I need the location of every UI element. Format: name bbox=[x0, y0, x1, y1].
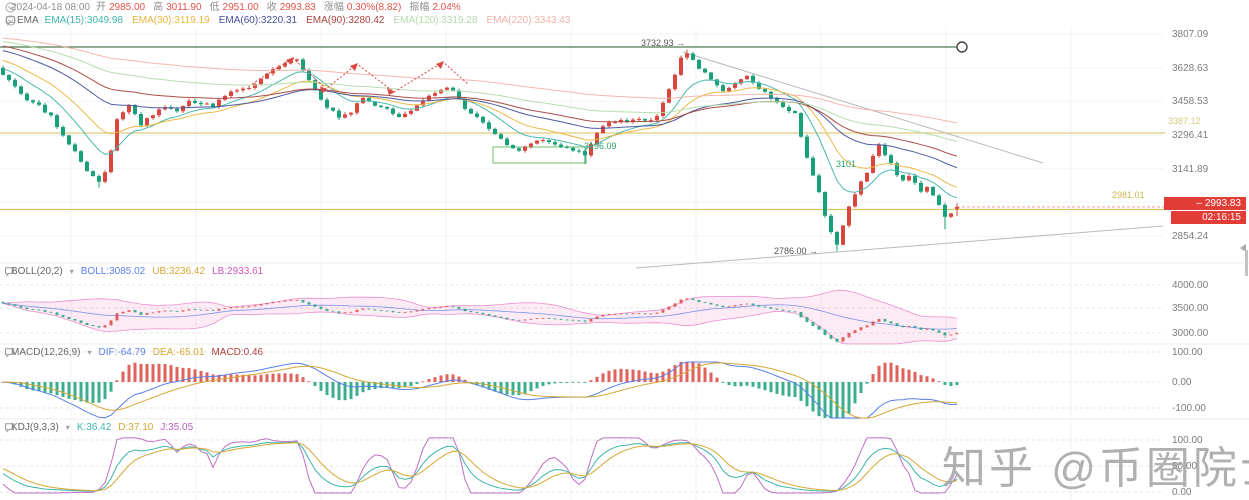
indicator-title[interactable]: KDJ(9,3,3) bbox=[11, 422, 59, 433]
ema-value: EMA(220):3343.43 bbox=[486, 15, 571, 26]
y-axis-label: 3000.00 bbox=[1172, 328, 1209, 339]
y-axis-label: 3296.41 bbox=[1172, 130, 1209, 142]
y-axis-label: 4000.00 bbox=[1172, 280, 1209, 291]
ohlc-field: 高 3011.90 bbox=[153, 2, 201, 14]
ohlc-field: 涨幅 0.30%(8.82) bbox=[324, 2, 401, 14]
field-value: 2951.00 bbox=[222, 2, 259, 13]
field-label: 振幅 bbox=[409, 2, 430, 13]
ema-header-row: EMA EMA(15):3049.98 EMA(30):3119.19 EMA(60… bbox=[5, 15, 570, 27]
y-axis-label: 3500.00 bbox=[1172, 303, 1209, 314]
indicator-value: K:36.42 bbox=[76, 422, 112, 433]
panel-collapse-arrow-icon[interactable] bbox=[1240, 244, 1246, 252]
field-value: 3011.90 bbox=[166, 2, 202, 13]
field-label: 低 bbox=[209, 2, 220, 13]
scrollbar-handle[interactable] bbox=[1245, 250, 1248, 276]
y-axis-label: 0.00 bbox=[1172, 377, 1192, 388]
indicator-title[interactable]: BOLL(20,2) bbox=[11, 266, 63, 277]
ohlc-field: 收 2993.83 bbox=[267, 2, 316, 14]
yellow-ray1-label: 3387.12 bbox=[1168, 116, 1201, 126]
field-value: 2993.83 bbox=[279, 2, 316, 13]
macd-header-row[interactable]: MACD(12,26,9) ▾ DIF:-64.79 DEA:-65.01 MACD:0… bbox=[4, 347, 263, 359]
swing-high-label: 3732.93 → bbox=[641, 38, 686, 48]
ema-value: EMA(30):3119.19 bbox=[132, 15, 210, 26]
ohlc-field: 开 2985.00 bbox=[96, 2, 145, 14]
field-label: 高 bbox=[153, 2, 164, 13]
watermark: 知乎 @币圈院士 bbox=[942, 444, 1249, 493]
ema-value: EMA(15):3049.98 bbox=[44, 15, 124, 26]
indicator-value: DEA:-65.01 bbox=[152, 347, 205, 358]
ohlc-fields: 开 2985.00 高 3011.90 低 2951.00 收 2993.83 涨幅 0.30%(… bbox=[96, 2, 461, 14]
dropdown-caret-icon[interactable]: ▾ bbox=[65, 423, 70, 432]
yellow-ray2-label: 2981.01 bbox=[1112, 190, 1145, 200]
ema-value: EMA(120):3319.28 bbox=[393, 15, 478, 26]
ema-value: EMA(60):3220.31 bbox=[218, 15, 298, 26]
dropdown-caret-icon[interactable]: ▾ bbox=[87, 348, 92, 357]
indicator-value: DIF:-64.79 bbox=[98, 347, 146, 358]
y-axis-label: -100.00 bbox=[1172, 403, 1206, 414]
y-axis-label: 0.00 bbox=[1172, 487, 1192, 498]
indicator-value: UB:3236.42 bbox=[152, 266, 206, 277]
ema-values: EMA(15):3049.98 EMA(30):3119.19 EMA(60):32… bbox=[45, 15, 571, 27]
box-low-label: 3196.09 bbox=[584, 141, 617, 151]
y-axis-label: 3807.09 bbox=[1172, 29, 1209, 40]
y-axis-label: 3141.89 bbox=[1172, 163, 1209, 175]
indicator-value: BOLL:3085.02 bbox=[80, 266, 146, 277]
indicator-value: LB:2933.61 bbox=[212, 266, 264, 277]
indicator-value: MACD:0.46 bbox=[211, 347, 264, 358]
indicator-value: J:35.05 bbox=[160, 422, 194, 433]
ema-value: EMA(90):3280.42 bbox=[306, 15, 385, 26]
y-axis-label: 100.00 bbox=[1172, 435, 1203, 446]
y-axis-label: 3458.53 bbox=[1172, 96, 1209, 108]
bar-datetime: 2024-04-18 08:00 bbox=[11, 2, 90, 13]
ema-title[interactable]: EMA bbox=[17, 15, 39, 26]
field-label: 开 bbox=[95, 2, 106, 13]
ohlc-header-row: 2024-04-18 08:00 开 2985.00 高 3011.90 低 2951.0… bbox=[5, 2, 461, 14]
y-axis-label: 3628.63 bbox=[1172, 62, 1209, 74]
field-value: 2.04% bbox=[432, 2, 461, 13]
field-value: 0.30%(8.82) bbox=[346, 2, 402, 13]
y-axis-label: 50.00 bbox=[1172, 461, 1198, 472]
ohlc-field: 低 2951.00 bbox=[210, 2, 259, 14]
indicator-value: D:37.10 bbox=[118, 422, 154, 433]
ohlc-field: 振幅 2.04% bbox=[409, 2, 460, 14]
y-axis-label: 2854.24 bbox=[1172, 231, 1209, 243]
indicator-title[interactable]: MACD(12,26,9) bbox=[11, 347, 81, 358]
field-label: 收 bbox=[266, 2, 277, 13]
swing-low-label: 2786.00 → bbox=[774, 246, 819, 256]
field-value: 2985.00 bbox=[108, 2, 146, 13]
y-axis-label: 100.00 bbox=[1172, 347, 1203, 358]
last-price-badge: 2993.83 bbox=[1164, 197, 1246, 210]
dropdown-caret-icon[interactable]: ▾ bbox=[69, 267, 74, 276]
boll-header-row[interactable]: BOLL(20,2) ▾ BOLL:3085.02 UB:3236.42 LB:2933… bbox=[4, 266, 263, 278]
countdown-badge: 02:16:15 bbox=[1171, 211, 1246, 224]
field-label: 涨幅 bbox=[323, 2, 344, 13]
kdj-header-row[interactable]: KDJ(9,3,3) ▾ K:36.42 D:37.10 J:35.05 bbox=[4, 422, 193, 434]
mid-price-label: 3101 bbox=[836, 159, 857, 169]
